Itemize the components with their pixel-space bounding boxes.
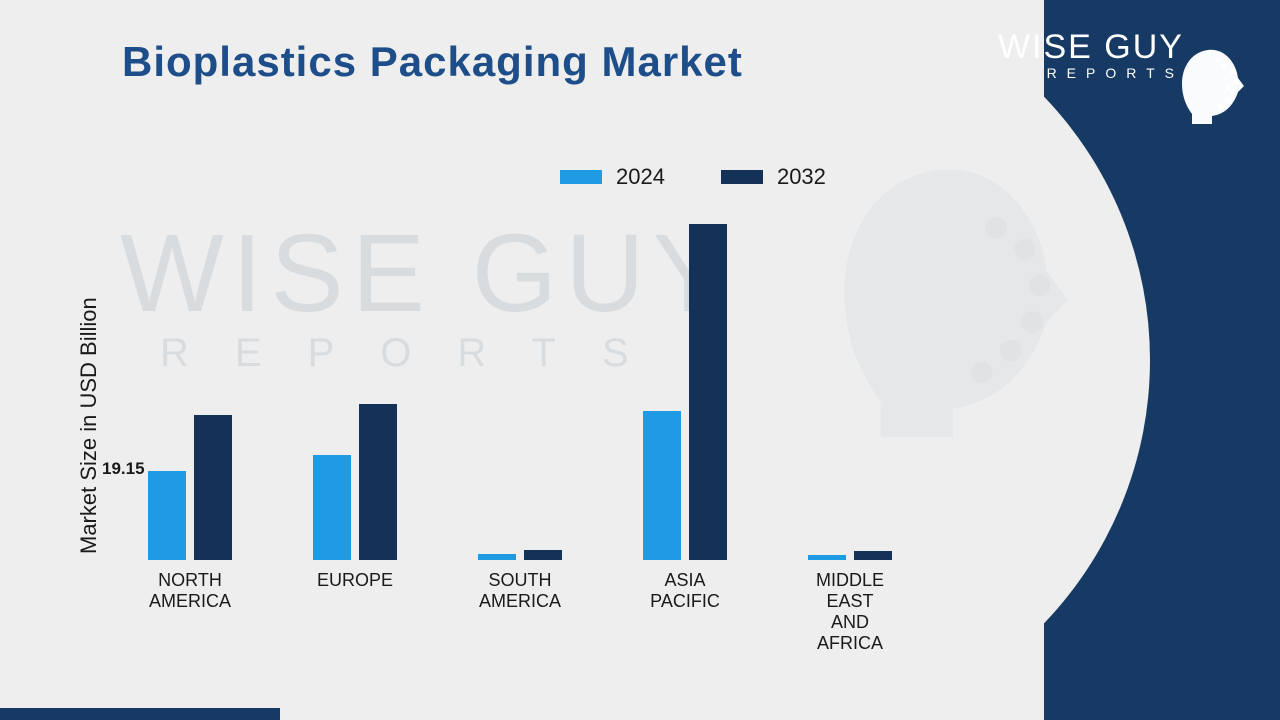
bar-2032 — [689, 224, 727, 560]
legend-label-2032: 2032 — [777, 164, 826, 190]
bottom-accent-strip — [0, 708, 280, 720]
legend-swatch-2024 — [560, 170, 602, 184]
bar-group: ASIAPACIFIC — [643, 224, 727, 560]
bar-2024 — [148, 471, 186, 560]
bar-group: NORTHAMERICA19.15 — [148, 415, 232, 560]
bar-group: SOUTHAMERICA — [478, 550, 562, 560]
chart-title: Bioplastics Packaging Market — [122, 38, 743, 86]
x-axis-label: ASIAPACIFIC — [600, 560, 770, 612]
bar-2032 — [524, 550, 562, 560]
plot-area: NORTHAMERICA19.15 EUROPE SOUTHAMERICA ASIAP… — [120, 210, 940, 560]
legend-swatch-2032 — [721, 170, 763, 184]
bar-2032 — [359, 404, 397, 560]
brand-head-icon — [1178, 46, 1250, 126]
bar-2032 — [854, 551, 892, 560]
legend-label-2024: 2024 — [616, 164, 665, 190]
x-axis-label: EUROPE — [270, 560, 440, 591]
x-axis-label: NORTHAMERICA — [105, 560, 275, 612]
bar-2024 — [643, 411, 681, 560]
brand-logo-main: WISE GUY — [998, 28, 1184, 67]
x-axis-label: SOUTHAMERICA — [435, 560, 605, 612]
bar-group: MIDDLEEASTANDAFRICA — [808, 551, 892, 560]
legend-item-2032: 2032 — [721, 164, 826, 190]
bar-2024 — [313, 455, 351, 560]
brand-logo-sub: REPORTS — [998, 65, 1184, 81]
legend-item-2024: 2024 — [560, 164, 665, 190]
brand-logo: WISE GUY REPORTS — [998, 28, 1184, 81]
bar-group: EUROPE — [313, 404, 397, 560]
legend: 2024 2032 — [560, 164, 826, 190]
y-axis-label: Market Size in USD Billion — [76, 297, 102, 554]
x-axis-label: MIDDLEEASTANDAFRICA — [765, 560, 935, 654]
bar-2032 — [194, 415, 232, 560]
bar-value-label: 19.15 — [102, 459, 145, 479]
